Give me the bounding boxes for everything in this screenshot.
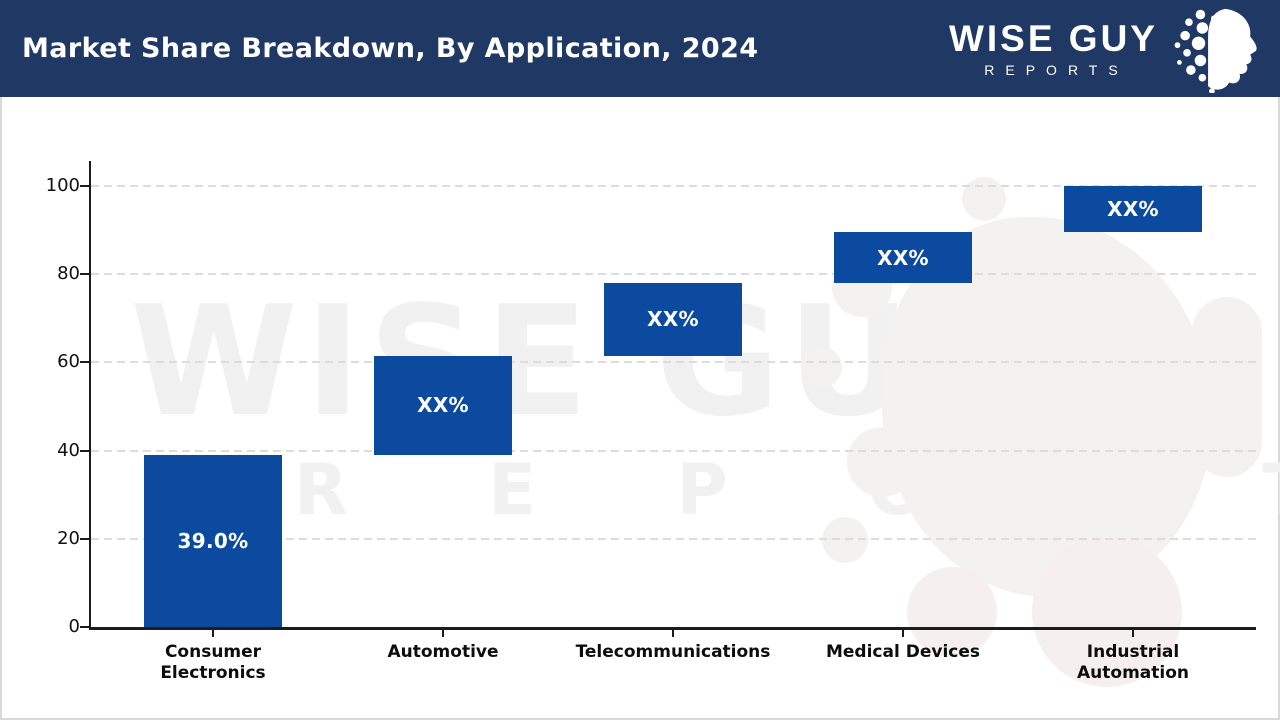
x-category-label: Telecommunications <box>575 642 771 662</box>
x-category-label: Automotive <box>387 642 499 662</box>
header: Market Share Breakdown, By Application, … <box>0 0 1280 97</box>
bar-industrial-automation: XX% <box>1064 186 1202 233</box>
wiseguy-logo: WISE GUY REPORTS <box>949 5 1258 93</box>
gridline <box>91 449 1256 452</box>
watermark-dot <box>1192 297 1262 477</box>
x-tick-mark <box>902 630 904 637</box>
watermark-dot <box>822 517 868 563</box>
watermark-dot <box>847 427 917 497</box>
y-tick-mark <box>80 537 89 540</box>
gridline <box>91 361 1256 364</box>
y-axis-spine <box>89 161 91 629</box>
bar-telecommunications: XX% <box>604 283 742 356</box>
x-axis-spine <box>89 627 1256 630</box>
y-tick-mark <box>80 361 89 364</box>
y-tick-label: 80 <box>57 263 80 285</box>
y-tick-label: 100 <box>45 175 80 196</box>
y-tick-mark <box>80 185 89 187</box>
watermark-dot <box>802 347 842 387</box>
page-title: Market Share Breakdown, By Application, … <box>22 33 759 64</box>
logo-wordmark: WISE GUY <box>948 18 1158 59</box>
gridline <box>91 185 1256 187</box>
watermark-dot <box>1032 537 1182 687</box>
y-tick-label: 60 <box>57 351 80 373</box>
x-category-label: Consumer Electronics <box>160 642 266 683</box>
logo-face-icon <box>1174 8 1257 93</box>
x-tick-mark <box>442 630 444 637</box>
x-tick-mark <box>1132 630 1134 637</box>
x-tick-mark <box>212 630 214 637</box>
bar-value-label: 39.0% <box>177 528 249 553</box>
watermark-dot <box>907 567 997 657</box>
y-tick-mark <box>80 626 89 628</box>
logo-text: WISE GUY REPORTS <box>949 20 1158 77</box>
bar-value-label: XX% <box>417 393 469 418</box>
bar-value-label: XX% <box>877 245 929 270</box>
logo-subtitle: REPORTS <box>984 62 1129 78</box>
bar-value-label: XX% <box>647 307 699 332</box>
x-tick-mark <box>672 630 674 637</box>
gridline <box>91 537 1256 540</box>
bar-automotive: XX% <box>374 355 512 455</box>
y-tick-mark <box>80 273 89 276</box>
gridline <box>91 273 1256 276</box>
bar-medical-devices: XX% <box>834 232 972 283</box>
bar-value-label: XX% <box>1107 197 1159 222</box>
chart: WISE GUY R E P O R T S 02040608010039.0%… <box>0 97 1280 720</box>
y-tick-label: 40 <box>57 439 80 461</box>
y-tick-mark <box>80 449 89 452</box>
bar-consumer-electronics: 39.0% <box>144 455 282 627</box>
watermark-dot <box>962 177 1006 221</box>
y-tick-label: 0 <box>68 616 80 637</box>
y-tick-label: 20 <box>57 527 80 549</box>
x-category-label: Industrial Automation <box>1077 642 1189 683</box>
x-category-label: Medical Devices <box>825 642 980 662</box>
